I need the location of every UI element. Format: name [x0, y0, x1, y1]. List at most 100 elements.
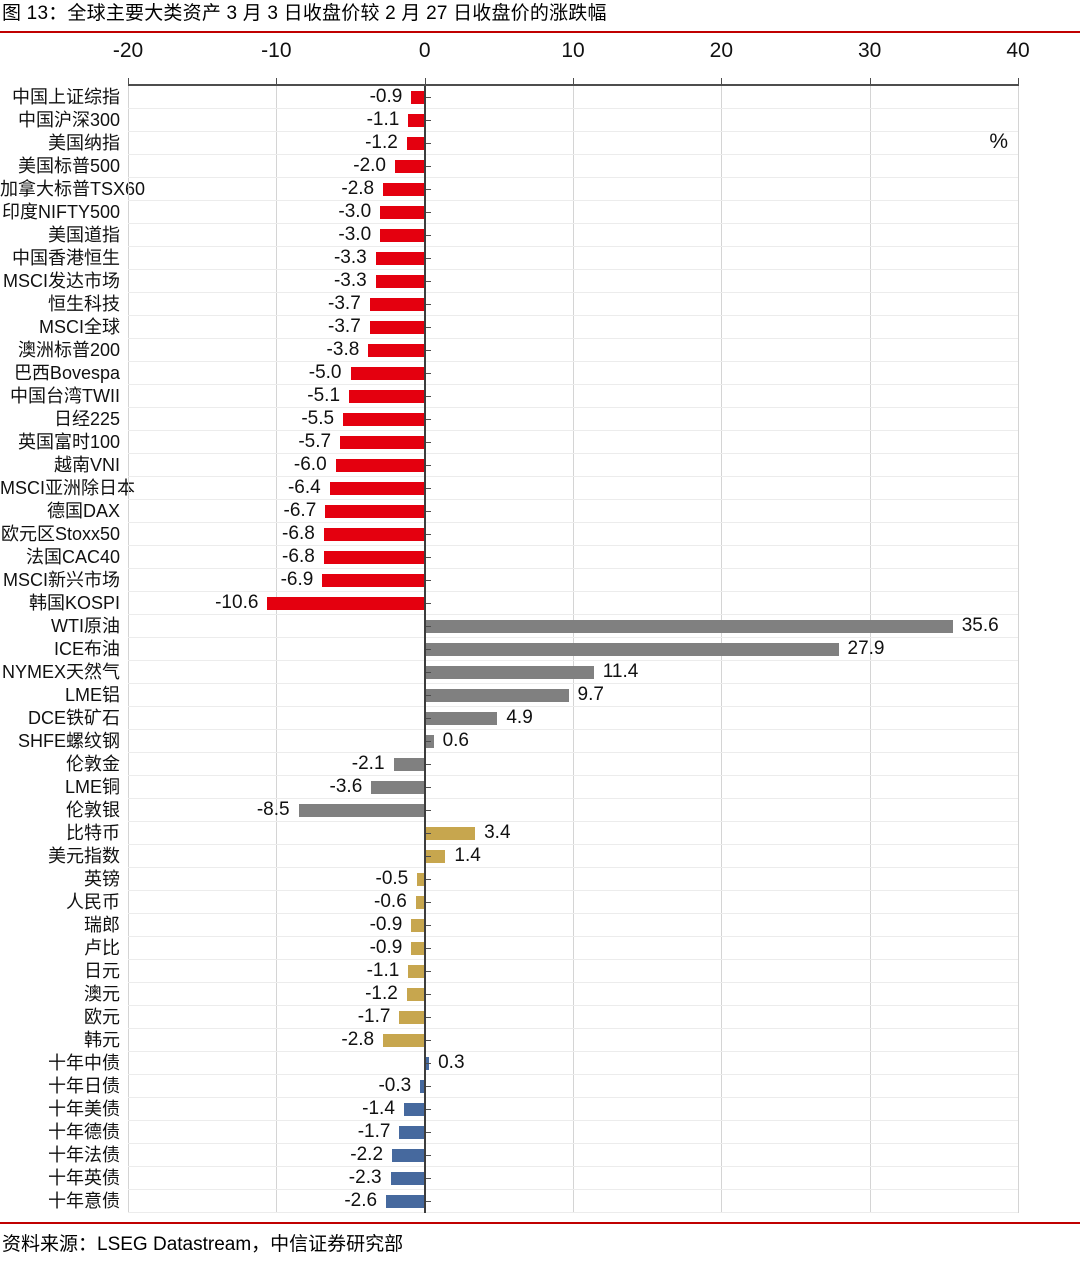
category-label: WTI原油: [51, 616, 120, 636]
bar-value-label: 35.6: [961, 615, 999, 636]
category-label: 恒生科技: [48, 294, 120, 314]
x-tick-label-3: 10: [561, 39, 585, 62]
chart-row: -5.1: [128, 385, 1018, 409]
row-axis-tick: [425, 326, 431, 328]
chart-row: -1.2: [128, 132, 1018, 156]
bar-value-label: -1.1: [366, 109, 400, 130]
category-label: NYMEX天然气: [1, 662, 120, 682]
bar-value-label: -0.6: [374, 891, 407, 912]
row-axis-tick: [425, 1154, 431, 1156]
row-axis-tick: [425, 786, 431, 788]
chart-row: -1.2: [128, 983, 1018, 1007]
bar-value-label: -5.5: [301, 408, 335, 429]
bar-value-label: -0.9: [369, 86, 403, 107]
chart-row: 9.7: [128, 684, 1018, 708]
category-label: 伦敦银: [66, 800, 120, 820]
bar-value-label: -0.5: [375, 868, 409, 889]
chart-row: -10.6: [128, 592, 1018, 616]
row-axis-tick: [425, 993, 431, 995]
x-tick-label-4: 20: [709, 39, 734, 62]
bar-value-label: 9.7: [577, 684, 604, 705]
bar-value-label: -2.0: [353, 155, 386, 176]
chart-row: 3.4: [128, 822, 1018, 846]
bar: [424, 643, 839, 656]
category-label: 美国道指: [48, 225, 120, 245]
bar: [403, 1103, 425, 1116]
bar: [411, 91, 425, 104]
row-axis-tick: [425, 832, 431, 834]
chart-row: -1.7: [128, 1121, 1018, 1145]
bar: [369, 298, 425, 311]
bar: [408, 965, 425, 978]
bar: [406, 988, 425, 1001]
bar: [298, 804, 425, 817]
bar-value-label: -5.1: [307, 385, 341, 406]
category-label: 印度NIFTY500: [1, 202, 120, 222]
category-label: 澳元: [84, 984, 120, 1004]
row-axis-tick: [425, 1131, 431, 1133]
category-label: 英国富时100: [17, 432, 120, 452]
x-tick-label-6: 40: [1006, 39, 1030, 62]
bar: [369, 321, 425, 334]
bar: [323, 551, 425, 564]
chart-row: -3.0: [128, 201, 1018, 225]
bar-value-label: 0.6: [442, 730, 469, 751]
row-axis-tick: [425, 1039, 431, 1041]
bar-value-label: -3.3: [333, 270, 367, 291]
bar-value-label: -2.2: [350, 1144, 384, 1165]
plot-area: -0.9 -1.1 -1.2 -2.0 -2.8 -3.0 -3.0 -3.3 -3.3 -3.7…: [128, 86, 1019, 1214]
chart-row: -2.3: [128, 1167, 1018, 1191]
category-label: 十年法债: [48, 1145, 120, 1165]
category-label: MSCI全球: [39, 317, 120, 337]
bar: [411, 942, 425, 955]
row-axis-tick: [425, 556, 431, 558]
category-label: 十年意债: [48, 1191, 120, 1211]
row-axis-tick: [425, 119, 431, 121]
bar-value-label: -5.0: [308, 362, 342, 383]
bar-value-label: 0.3: [438, 1052, 465, 1073]
bar: [408, 114, 425, 127]
bar: [424, 666, 594, 679]
category-label: ICE布油: [53, 639, 120, 659]
bar-value-label: 1.4: [454, 845, 481, 866]
bar-value-label: 11.4: [602, 661, 639, 682]
category-label: DCE铁矿石: [27, 708, 120, 728]
bar: [380, 206, 425, 219]
bar-value-label: -3.8: [326, 339, 360, 360]
page-title: 图 13：全球主要大类资产 3 月 3 日收盘价较 2 月 27 日收盘价的涨跌…: [2, 3, 607, 24]
category-label: MSCI新兴市场: [3, 570, 120, 590]
bar-value-label: -1.2: [365, 983, 398, 1004]
chart-row: -3.7: [128, 293, 1018, 317]
bar-value-label: -6.8: [282, 546, 315, 567]
chart-row: -5.5: [128, 408, 1018, 432]
x-tick-mark-5: [869, 78, 871, 86]
x-tick-mark-3: [573, 78, 574, 86]
bar-value-label: -3.7: [328, 293, 361, 314]
chart-row: -3.7: [128, 316, 1018, 340]
bar: [399, 1126, 425, 1139]
row-axis-tick: [425, 855, 431, 857]
chart-row: -6.7: [128, 500, 1018, 524]
category-label: LME铝: [64, 685, 120, 705]
bar-value-label: -3.0: [338, 224, 372, 245]
chart-row: -2.6: [128, 1190, 1018, 1214]
source-note: 资料来源：LSEG Datastream，中信证券研究部: [2, 1234, 404, 1255]
footer-divider: [0, 1222, 1080, 1224]
row-axis-tick: [425, 694, 431, 696]
row-axis-tick: [425, 372, 431, 374]
chart-row: -0.9: [128, 86, 1018, 110]
category-label: 欧元: [84, 1007, 120, 1027]
category-label: MSCI亚洲除日本: [0, 478, 135, 498]
bar: [424, 712, 498, 725]
category-label: 人民币: [66, 892, 120, 912]
chart-row: -0.6: [128, 891, 1018, 915]
bar: [420, 1080, 425, 1093]
row-axis-tick: [425, 1200, 431, 1202]
chart-row: -6.0: [128, 454, 1018, 478]
chart-row: -0.5: [128, 868, 1018, 892]
bar: [424, 1057, 430, 1070]
row-axis-tick: [425, 257, 431, 259]
chart-row: -2.1: [128, 753, 1018, 777]
chart-row: -2.0: [128, 155, 1018, 179]
chart-row: -0.3: [128, 1075, 1018, 1099]
